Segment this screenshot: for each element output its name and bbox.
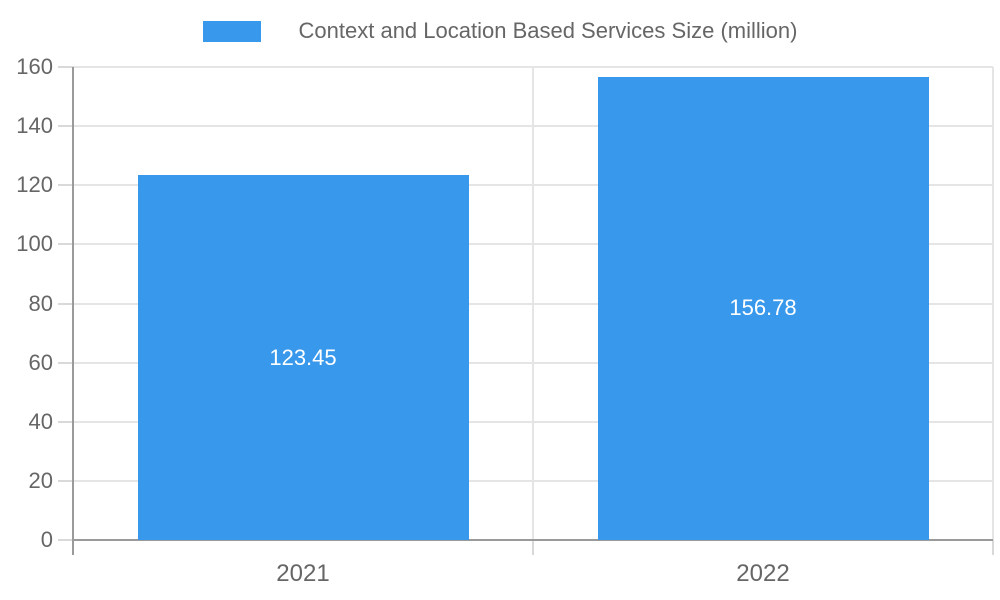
y-axis-tick bbox=[58, 479, 73, 482]
legend-label: Context and Location Based Services Size… bbox=[298, 18, 798, 43]
y-axis-tick bbox=[58, 243, 73, 246]
legend-item[interactable]: Context and Location Based Services Size… bbox=[0, 18, 1000, 44]
legend-swatch bbox=[202, 20, 261, 42]
y-axis-tick bbox=[58, 302, 73, 305]
y-axis-label: 80 bbox=[28, 290, 53, 316]
y-axis-label: 100 bbox=[16, 231, 53, 257]
x-axis-line bbox=[73, 539, 993, 541]
y-axis-tick bbox=[58, 361, 73, 364]
y-axis-tick bbox=[58, 539, 73, 541]
bar-2021[interactable] bbox=[137, 175, 469, 540]
x-axis-label: 2021 bbox=[276, 560, 330, 587]
x-gridline bbox=[532, 67, 534, 540]
y-axis-tick bbox=[58, 420, 73, 423]
y-axis-label: 40 bbox=[28, 408, 53, 434]
y-axis-label: 160 bbox=[16, 54, 53, 79]
bar-value-label: 156.78 bbox=[729, 295, 797, 321]
y-axis-tick bbox=[58, 66, 73, 68]
y-axis-label: 20 bbox=[28, 467, 53, 493]
y-axis-label: 60 bbox=[28, 349, 53, 375]
y-axis-tick bbox=[58, 184, 73, 187]
x-axis-tick bbox=[992, 540, 994, 555]
y-axis-tick bbox=[58, 125, 73, 128]
x-gridline bbox=[992, 67, 994, 540]
bar-value-label: 123.45 bbox=[269, 344, 337, 370]
y-axis-line bbox=[72, 67, 74, 555]
x-axis-label: 2022 bbox=[736, 560, 790, 587]
y-axis-label: 120 bbox=[16, 172, 53, 198]
x-axis-tick bbox=[532, 540, 534, 555]
y-axis-label: 140 bbox=[16, 113, 53, 139]
bar-2022[interactable] bbox=[597, 76, 929, 540]
y-axis-label: 0 bbox=[40, 527, 53, 552]
